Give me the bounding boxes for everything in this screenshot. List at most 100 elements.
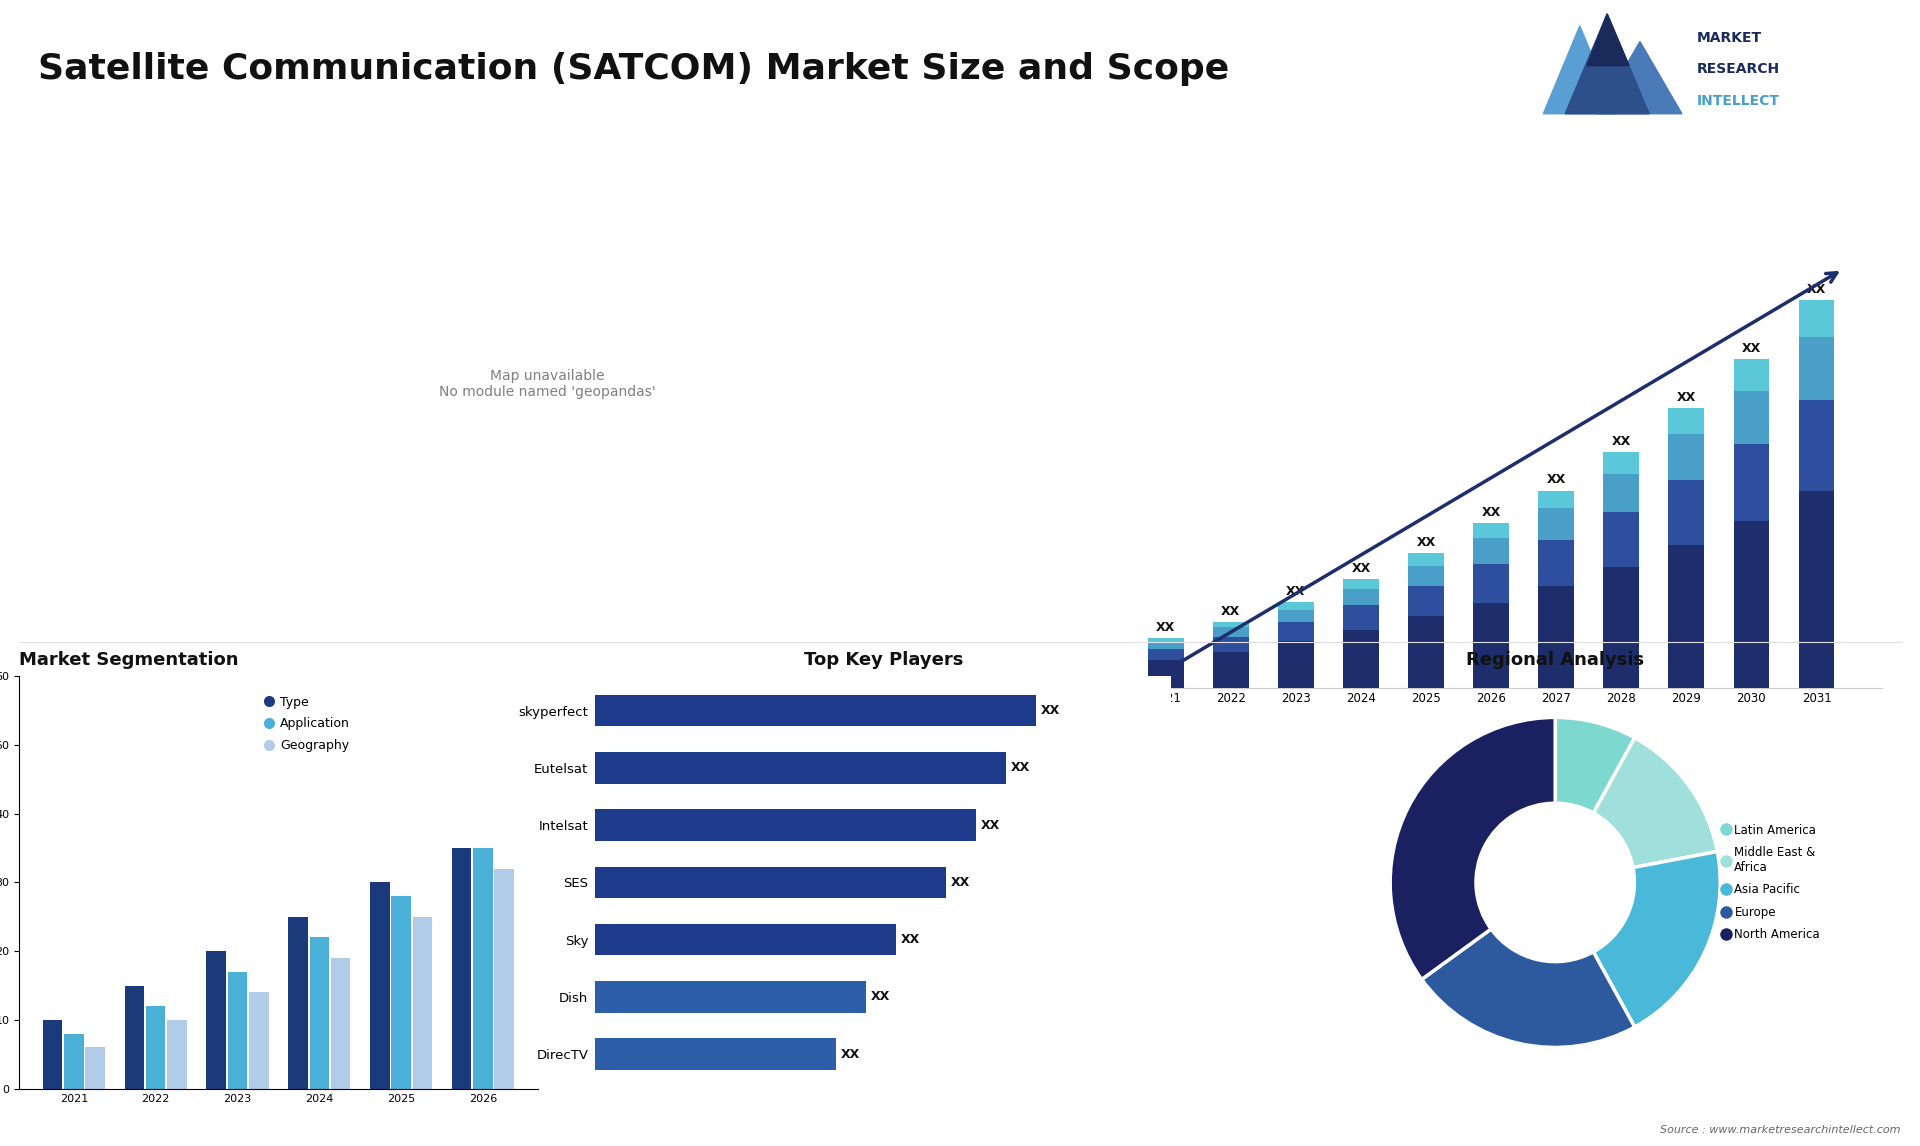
Bar <box>1342 630 1379 688</box>
Bar <box>1668 479 1705 545</box>
Text: XX: XX <box>981 818 1000 832</box>
Text: RESEARCH: RESEARCH <box>1697 62 1780 77</box>
Bar <box>63 1034 84 1089</box>
Text: XX: XX <box>1221 605 1240 618</box>
Text: XX: XX <box>841 1047 860 1061</box>
Bar <box>167 1020 186 1089</box>
Bar <box>595 924 897 956</box>
Bar <box>1734 391 1770 444</box>
Bar <box>1279 622 1313 641</box>
Bar <box>1342 605 1379 630</box>
Text: Market Segmentation: Market Segmentation <box>19 651 238 669</box>
Bar <box>1148 643 1183 650</box>
Text: XX: XX <box>1012 761 1031 775</box>
Bar <box>1148 660 1183 688</box>
Text: XX: XX <box>1041 704 1060 717</box>
Text: Map unavailable
No module named 'geopandas': Map unavailable No module named 'geopand… <box>440 369 655 399</box>
Bar <box>1734 444 1770 520</box>
Bar <box>228 972 248 1089</box>
Bar <box>595 752 1006 784</box>
Bar <box>1407 554 1444 566</box>
Bar <box>1799 490 1834 688</box>
Bar <box>451 848 472 1089</box>
Bar <box>146 1006 165 1089</box>
Bar <box>1799 337 1834 400</box>
Bar <box>1668 408 1705 434</box>
Bar <box>1213 652 1248 688</box>
Bar <box>1603 453 1640 474</box>
Legend: Type, Application, Geography: Type, Application, Geography <box>259 691 355 758</box>
Bar <box>1473 565 1509 603</box>
Bar <box>1213 627 1248 637</box>
Title: Regional Analysis: Regional Analysis <box>1467 651 1644 669</box>
Text: Satellite Communication (SATCOM) Market Size and Scope: Satellite Communication (SATCOM) Market … <box>38 52 1229 86</box>
Text: XX: XX <box>870 990 891 1004</box>
Text: XX: XX <box>1482 507 1501 519</box>
Bar <box>371 882 390 1089</box>
Bar <box>495 869 515 1089</box>
Legend: Latin America, Middle East &
Africa, Asia Pacific, Europe, North America: Latin America, Middle East & Africa, Asi… <box>1718 818 1824 947</box>
Bar <box>125 986 144 1089</box>
Text: XX: XX <box>950 876 970 889</box>
Wedge shape <box>1594 738 1716 868</box>
Bar <box>595 981 866 1013</box>
Bar <box>1342 580 1379 589</box>
Bar <box>1538 540 1574 587</box>
Bar <box>595 866 947 898</box>
Bar <box>1603 512 1640 567</box>
Bar <box>1279 602 1313 610</box>
Bar <box>392 896 411 1089</box>
Bar <box>1538 587 1574 688</box>
Polygon shape <box>1588 14 1628 65</box>
Text: INTELLECT: INTELLECT <box>1697 94 1780 108</box>
Bar <box>207 951 227 1089</box>
Bar <box>330 958 349 1089</box>
Bar <box>472 848 493 1089</box>
Circle shape <box>1476 803 1634 961</box>
Bar <box>1668 545 1705 688</box>
Text: XX: XX <box>1676 391 1695 405</box>
Wedge shape <box>1555 717 1634 813</box>
Bar <box>1342 589 1379 605</box>
Text: XX: XX <box>1741 342 1761 355</box>
Text: Source : www.marketresearchintellect.com: Source : www.marketresearchintellect.com <box>1661 1124 1901 1135</box>
Polygon shape <box>1544 26 1617 113</box>
Bar <box>1213 637 1248 652</box>
Bar <box>1668 434 1705 479</box>
Bar <box>1148 650 1183 660</box>
Text: XX: XX <box>1156 621 1175 634</box>
Polygon shape <box>1565 14 1649 113</box>
Text: XX: XX <box>1546 473 1567 486</box>
Bar <box>1603 474 1640 512</box>
Bar <box>595 1038 835 1070</box>
Bar <box>1407 617 1444 688</box>
Bar <box>1734 359 1770 391</box>
Bar <box>595 694 1037 727</box>
Text: MARKET: MARKET <box>1697 31 1763 45</box>
Bar <box>1799 400 1834 490</box>
Wedge shape <box>1421 929 1634 1047</box>
Wedge shape <box>1594 851 1720 1027</box>
Bar <box>1473 603 1509 688</box>
Title: Top Key Players: Top Key Players <box>803 651 964 669</box>
Bar <box>1279 641 1313 688</box>
Bar <box>84 1047 106 1089</box>
Bar <box>595 809 975 841</box>
Bar <box>1734 520 1770 688</box>
Text: XX: XX <box>1611 435 1630 448</box>
Bar <box>1407 587 1444 617</box>
Wedge shape <box>1390 717 1555 980</box>
Bar <box>1279 610 1313 622</box>
Text: XX: XX <box>1807 283 1826 296</box>
Bar <box>1538 490 1574 509</box>
Bar <box>1603 567 1640 688</box>
Bar <box>309 937 328 1089</box>
Bar <box>1538 509 1574 540</box>
Bar <box>1407 566 1444 587</box>
Text: XX: XX <box>1417 536 1436 549</box>
Text: XX: XX <box>1352 563 1371 575</box>
Bar <box>250 992 269 1089</box>
Bar <box>1213 622 1248 627</box>
Bar <box>288 917 307 1089</box>
Bar <box>1473 539 1509 565</box>
